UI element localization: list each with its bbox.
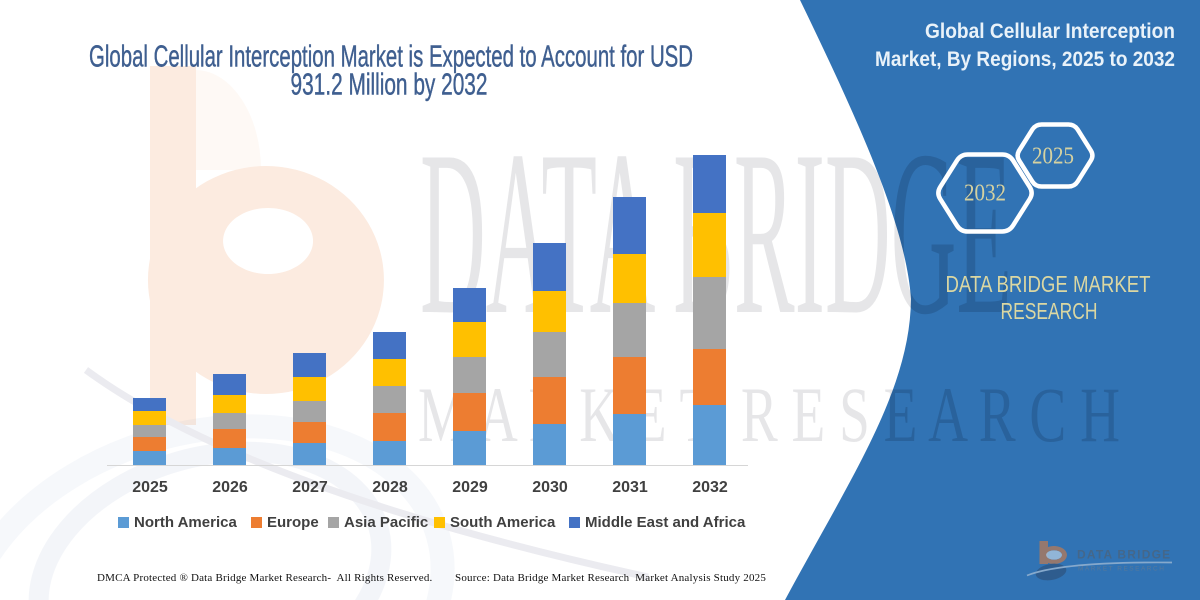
svg-text:DATA BRIDGE MARKET: DATA BRIDGE MARKET [946,271,1151,297]
svg-text:RESEARCH: RESEARCH [1001,298,1098,324]
svg-text:Market, By Regions, 2025 to 20: Market, By Regions, 2025 to 2032 [875,47,1175,71]
svg-text:MARKET RESEARCH: MARKET RESEARCH [1078,566,1165,573]
svg-text:2032: 2032 [964,180,1006,207]
svg-text:Global Cellular Interception M: Global Cellular Interception Market is E… [89,39,693,74]
svg-text:931.2 Million by 2032: 931.2 Million by 2032 [291,67,488,102]
svg-text:Global Cellular Interception: Global Cellular Interception [925,19,1175,43]
svg-text:DATA BRIDGE: DATA BRIDGE [1077,548,1171,562]
svg-text:2025: 2025 [1032,143,1074,170]
svg-text:DATA BRIDGE: DATA BRIDGE [420,103,1012,364]
svg-text:M A R K E T R E S E A R C H: M A R K E T R E S E A R C H [418,371,1120,458]
